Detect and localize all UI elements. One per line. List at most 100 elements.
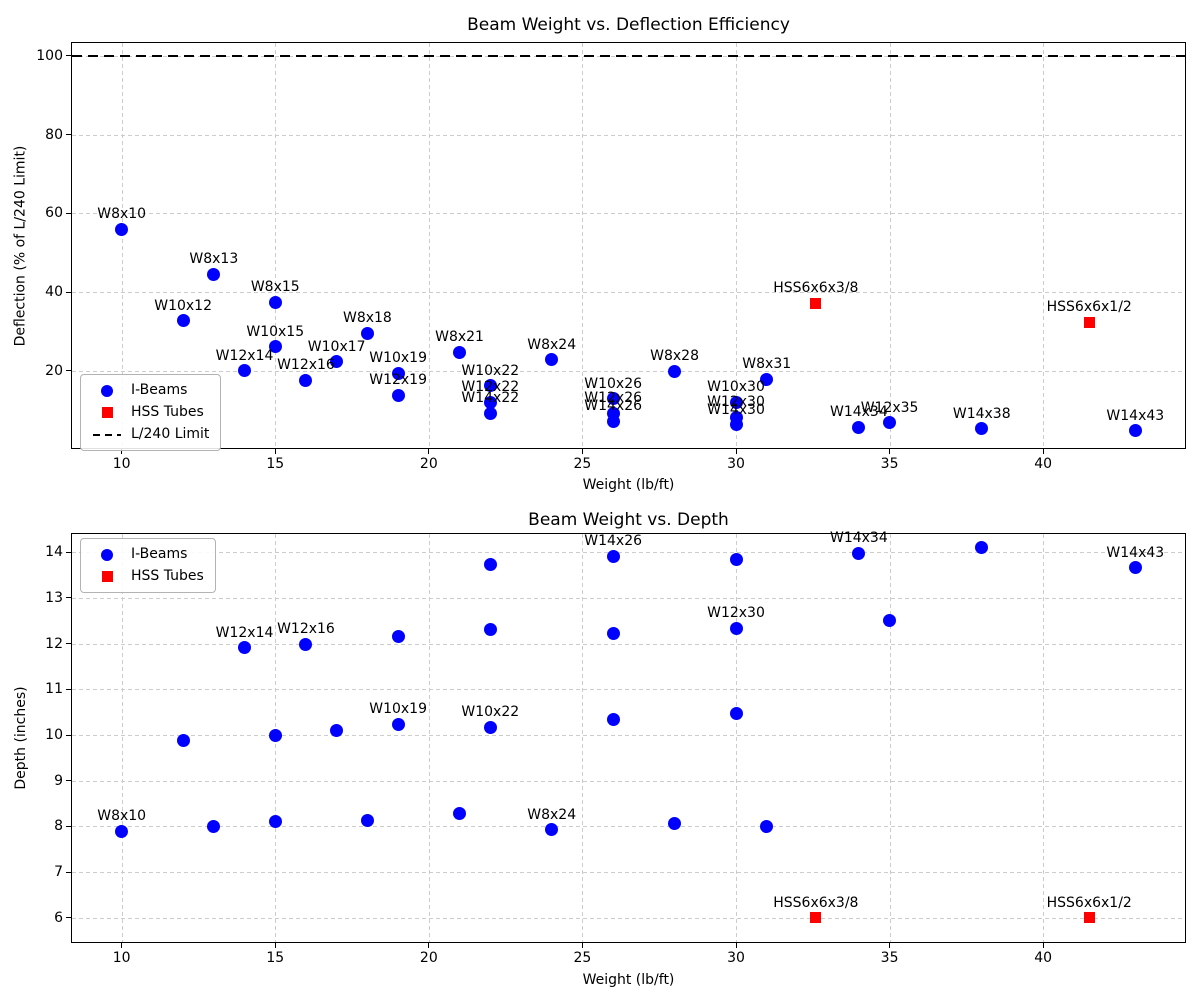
data-point <box>391 629 405 643</box>
x-tick <box>889 449 891 454</box>
data-point <box>483 557 497 571</box>
data-point <box>391 388 405 402</box>
data-point <box>760 819 774 833</box>
data-point <box>483 379 497 393</box>
point-label: W14x34 <box>829 530 888 547</box>
point-label: W10x12 <box>154 297 212 314</box>
point-label: W12x14 <box>215 347 274 364</box>
point-label: HSS6x6x1/2 <box>1046 299 1132 316</box>
data-point <box>268 340 282 354</box>
chart-title: Beam Weight vs. Depth <box>528 510 729 530</box>
point-label: W8x24 <box>527 336 577 353</box>
data-point <box>606 627 620 641</box>
point-label: W12x26 <box>584 390 643 407</box>
y-tick-label: 60 <box>45 205 63 222</box>
data-point <box>1128 424 1142 438</box>
gridline-y <box>72 826 1185 828</box>
point-label: W10x22 <box>461 704 520 721</box>
data-point <box>115 824 129 838</box>
data-point <box>238 641 252 655</box>
data-point <box>360 813 374 827</box>
y-tick-label: 9 <box>54 772 63 789</box>
gridline-y <box>72 370 1185 372</box>
data-point <box>268 728 282 742</box>
x-tick-label: 10 <box>112 950 131 966</box>
point-label: W10x22 <box>461 362 520 379</box>
point-label: W10x15 <box>246 323 305 340</box>
legend-label: I-Beams <box>131 546 188 562</box>
point-label: W14x43 <box>1106 544 1165 561</box>
circle-marker-icon <box>92 384 122 397</box>
gridline-y <box>72 689 1185 691</box>
gridline-x <box>736 534 737 942</box>
point-label: W8x18 <box>342 310 392 327</box>
point-label: W10x30 <box>707 379 765 396</box>
gridline-y <box>72 780 1185 782</box>
y-tick-label: 13 <box>45 589 63 606</box>
data-point <box>299 637 313 651</box>
y-tick-label: 20 <box>45 362 63 379</box>
gridline-x <box>736 43 737 448</box>
x-tick <box>1042 449 1044 454</box>
data-point <box>975 541 989 555</box>
point-label: W12x22 <box>461 379 520 396</box>
point-label: W8x21 <box>435 329 484 346</box>
data-point <box>330 723 344 737</box>
y-tick <box>66 134 71 136</box>
point-label: W8x10 <box>97 808 147 825</box>
data-point <box>207 267 221 281</box>
point-label: W12x30 <box>707 605 765 622</box>
x-tick-label: 40 <box>1034 456 1053 472</box>
data-point <box>391 366 405 380</box>
y-tick <box>66 643 71 645</box>
data-point <box>606 414 620 428</box>
legend-swatch <box>101 548 113 561</box>
gridline-x <box>121 534 123 942</box>
y-tick <box>66 825 71 827</box>
y-tick <box>66 734 71 736</box>
square-marker-icon <box>92 407 122 418</box>
x-tick <box>428 943 430 948</box>
data-point <box>810 297 822 309</box>
data-point <box>975 422 989 436</box>
point-label: W12x14 <box>215 624 274 641</box>
legend-label: L/240 Limit <box>131 426 210 442</box>
square-marker-icon <box>92 571 122 582</box>
y-tick <box>66 55 71 57</box>
x-tick <box>581 449 583 454</box>
dashed-line-icon <box>92 433 122 436</box>
gridline-y <box>72 872 1185 874</box>
data-point <box>729 707 743 721</box>
gridline-y <box>72 134 1185 136</box>
x-tick-label: 10 <box>112 456 131 472</box>
x-tick-label: 25 <box>573 950 592 966</box>
x-tick-label: 20 <box>419 950 438 966</box>
x-tick-label: 35 <box>880 950 899 966</box>
x-tick-label: 15 <box>266 456 285 472</box>
point-label: W8x24 <box>527 806 577 823</box>
point-label: W8x28 <box>650 348 699 365</box>
legend-label: HSS Tubes <box>131 568 204 584</box>
legend: I-Beams HSS Tubes <box>80 538 216 593</box>
gridline-y <box>72 735 1185 737</box>
y-tick <box>66 688 71 690</box>
legend-label: I-Beams <box>131 382 188 398</box>
data-point <box>883 614 897 628</box>
point-label: W12x16 <box>277 621 335 638</box>
point-label: W10x19 <box>369 701 428 718</box>
data-point <box>483 720 497 734</box>
legend-item: I-Beams <box>92 382 209 399</box>
legend-item: HSS Tubes <box>92 404 209 421</box>
legend-item: I-Beams <box>92 546 204 563</box>
gridline-x <box>889 534 891 942</box>
legend-swatch <box>101 571 113 582</box>
y-tick <box>66 212 71 214</box>
gridline-x <box>428 534 430 942</box>
gridline-x <box>1043 43 1045 448</box>
x-axis-label: Weight (lb/ft) <box>582 972 675 988</box>
x-axis-label: Weight (lb/ft) <box>582 477 675 493</box>
data-point <box>668 364 682 378</box>
data-point <box>729 395 743 409</box>
